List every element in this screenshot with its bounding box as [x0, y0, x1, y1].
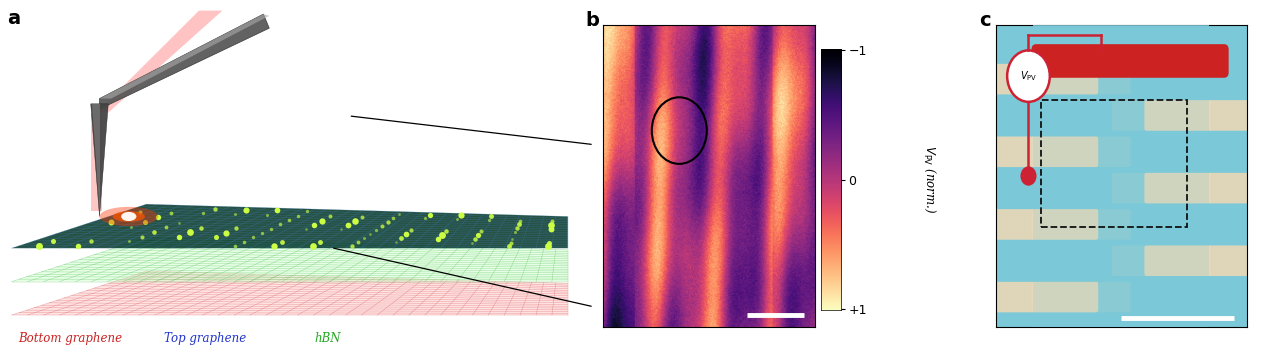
FancyBboxPatch shape — [988, 64, 1131, 94]
Text: b: b — [585, 11, 599, 30]
Ellipse shape — [100, 207, 158, 226]
FancyBboxPatch shape — [1111, 173, 1254, 203]
FancyBboxPatch shape — [1031, 44, 1229, 78]
Polygon shape — [96, 11, 223, 113]
FancyBboxPatch shape — [1031, 64, 1098, 94]
FancyBboxPatch shape — [1144, 100, 1211, 131]
Text: $V_\mathrm{PV}$: $V_\mathrm{PV}$ — [1020, 69, 1038, 83]
Polygon shape — [92, 104, 100, 216]
Circle shape — [122, 212, 137, 221]
FancyBboxPatch shape — [1031, 209, 1098, 240]
Circle shape — [1007, 50, 1050, 102]
Polygon shape — [11, 238, 568, 282]
Text: c: c — [979, 11, 991, 30]
Text: a: a — [8, 9, 20, 28]
FancyBboxPatch shape — [988, 137, 1131, 167]
Polygon shape — [11, 204, 568, 248]
Ellipse shape — [113, 211, 144, 222]
FancyBboxPatch shape — [1031, 137, 1098, 167]
FancyBboxPatch shape — [1144, 173, 1211, 203]
Text: Bottom graphene: Bottom graphene — [18, 332, 123, 345]
Polygon shape — [100, 14, 270, 109]
Bar — [1041, 100, 1186, 227]
FancyBboxPatch shape — [988, 209, 1131, 240]
Text: $V_\mathrm{PV}$ (norm.): $V_\mathrm{PV}$ (norm.) — [922, 145, 938, 214]
Text: hBN: hBN — [314, 332, 341, 345]
FancyBboxPatch shape — [1144, 245, 1211, 276]
FancyBboxPatch shape — [988, 282, 1131, 312]
Polygon shape — [100, 14, 270, 99]
FancyBboxPatch shape — [1111, 245, 1254, 276]
Polygon shape — [91, 104, 108, 216]
Circle shape — [1020, 166, 1036, 186]
Bar — [1034, 25, 1209, 327]
FancyBboxPatch shape — [1031, 282, 1098, 312]
Polygon shape — [91, 113, 103, 211]
Polygon shape — [11, 271, 568, 315]
FancyBboxPatch shape — [1111, 100, 1254, 131]
Text: Top graphene: Top graphene — [163, 332, 246, 345]
